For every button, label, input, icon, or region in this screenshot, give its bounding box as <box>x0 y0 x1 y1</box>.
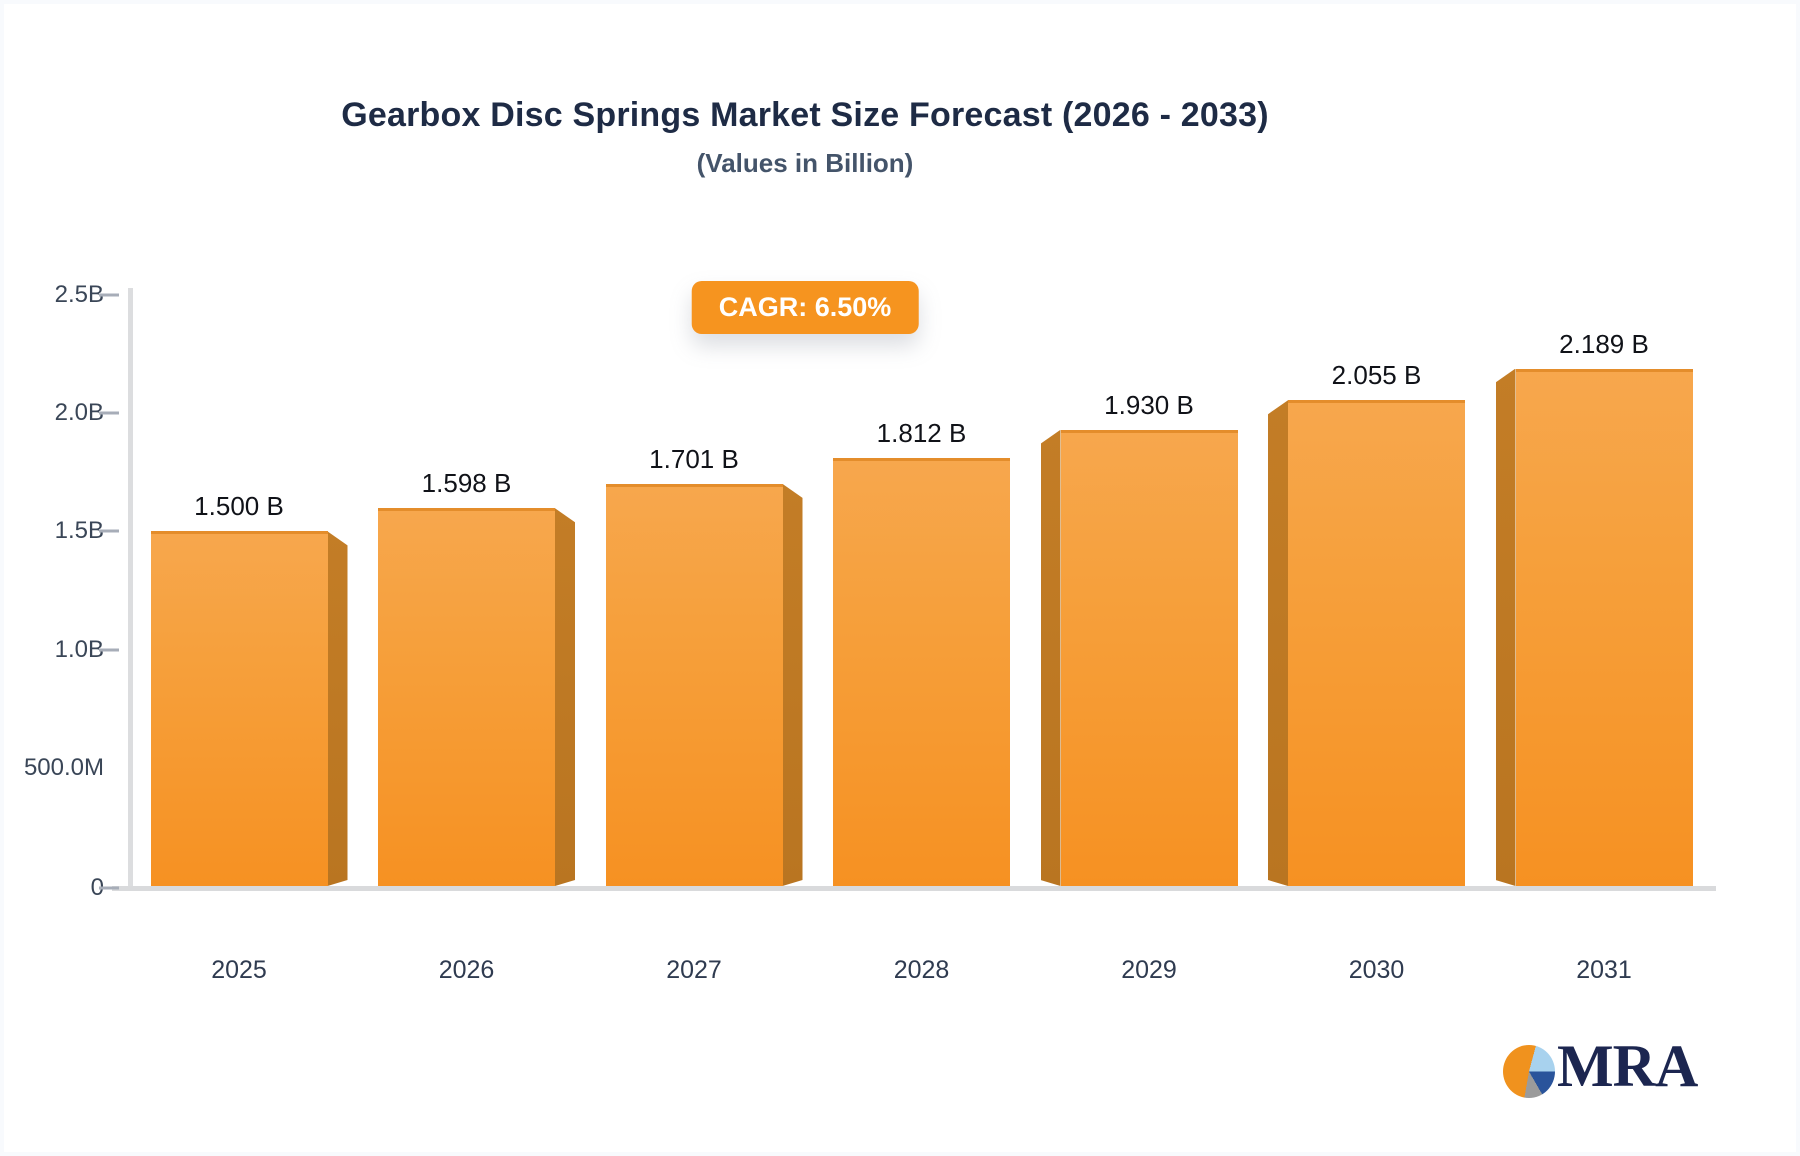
y-tick-mark <box>99 886 119 890</box>
chart-title: Gearbox Disc Springs Market Size Forecas… <box>341 96 1269 134</box>
x-axis-line <box>112 886 1716 891</box>
brand-text: MRA <box>1557 1033 1698 1099</box>
x-tick-label: 2030 <box>1348 956 1405 984</box>
x-tick-label: 2026 <box>438 956 495 984</box>
bar-side-2026 <box>555 508 575 886</box>
bar-value-label: 2.189 B <box>1559 328 1649 359</box>
bar-2028 <box>833 457 1010 886</box>
y-tick-mark <box>99 411 119 415</box>
bar-side-2031 <box>1496 369 1516 886</box>
x-tick-label: 2029 <box>1121 956 1177 984</box>
bar-2025 <box>150 531 328 886</box>
bar-2029 <box>1060 429 1238 886</box>
x-tick-label: 2025 <box>211 956 267 984</box>
bar-2030 <box>1288 400 1465 886</box>
bar-value-label: 1.812 B <box>876 417 967 448</box>
bar-2027 <box>605 483 783 886</box>
y-tick-label: 1.0B <box>54 635 104 663</box>
pie-chart-icon <box>1503 1045 1555 1098</box>
y-tick-mark <box>99 293 119 297</box>
bar-value-label: 1.598 B <box>421 468 512 499</box>
y-tick-label: 2.5B <box>54 281 104 308</box>
y-tick-label: 500.0M <box>23 753 104 781</box>
x-tick-label: 2028 <box>893 956 950 984</box>
bar-value-label: 1.500 B <box>194 491 284 522</box>
bar-value-label: 2.055 B <box>1331 360 1422 391</box>
bar-side-2027 <box>783 484 803 886</box>
y-tick-label: 2.0B <box>54 399 104 427</box>
cagr-badge: CAGR: 6.50% <box>691 281 919 334</box>
bar-value-label: 1.701 B <box>649 443 739 474</box>
x-tick-label: 2031 <box>1576 956 1632 984</box>
bar-2026 <box>378 508 555 886</box>
x-tick-label: 2027 <box>666 956 722 984</box>
bar-side-2025 <box>328 531 348 886</box>
bar-2031 <box>1515 368 1693 886</box>
chart-subtitle: (Values in Billion) <box>696 148 914 178</box>
bar-side-2029 <box>1041 430 1061 886</box>
brand-logo: MRA <box>1503 1032 1698 1101</box>
y-tick-mark <box>99 648 119 652</box>
y-tick-label: 0 <box>90 874 104 901</box>
y-tick-label: 1.5B <box>54 517 104 545</box>
y-axis-line <box>128 288 133 886</box>
bar-side-2030 <box>1268 400 1288 886</box>
bar-value-label: 1.930 B <box>1104 389 1194 420</box>
y-tick-mark <box>99 529 119 533</box>
